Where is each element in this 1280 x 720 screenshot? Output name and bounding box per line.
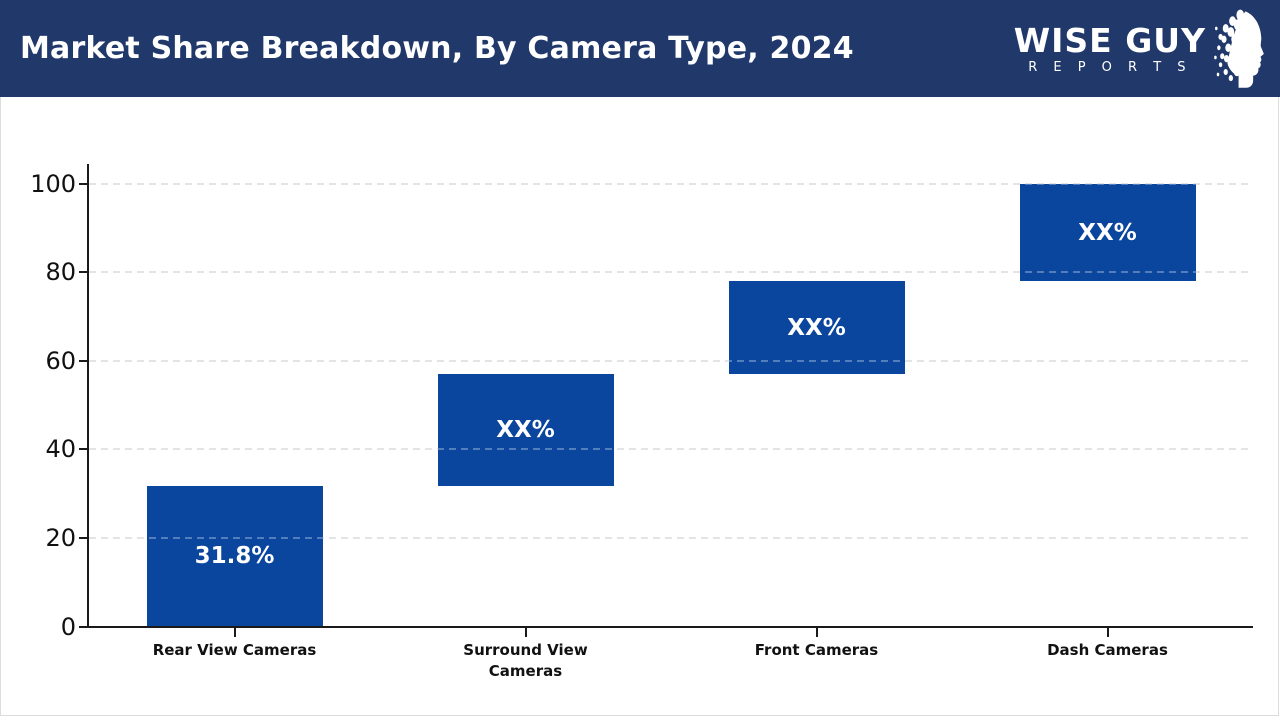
gridline xyxy=(89,448,1253,451)
gridline xyxy=(89,359,1253,362)
y-tick-mark xyxy=(79,625,87,628)
gridline-overlay xyxy=(89,271,1253,274)
x-category-label: Dash Cameras xyxy=(1047,641,1168,659)
y-tick-mark xyxy=(79,448,87,451)
gridline-overlay xyxy=(89,448,1253,451)
x-category-label: Rear View Cameras xyxy=(152,641,317,659)
y-tick-mark xyxy=(79,271,87,274)
y-tick-label: 20 xyxy=(45,523,76,552)
bar-value-label: XX% xyxy=(496,416,555,443)
bar: XX% xyxy=(437,374,614,486)
bar: XX% xyxy=(1019,183,1196,282)
bar-value-label: XX% xyxy=(1078,219,1137,246)
y-tick-label: 60 xyxy=(45,346,76,375)
x-tick-mark xyxy=(1106,628,1109,637)
bar-value-label: XX% xyxy=(787,314,846,341)
x-tick-mark xyxy=(233,628,236,637)
x-tick-mark xyxy=(815,628,818,637)
bar: XX% xyxy=(728,281,905,375)
x-category-label: Surround View Cameras xyxy=(463,641,588,680)
y-tick-label: 0 xyxy=(60,612,76,641)
gridline-overlay xyxy=(89,359,1253,362)
gridline xyxy=(89,271,1253,274)
x-axis-spine xyxy=(87,626,1253,628)
logo-name: WISE GUY xyxy=(1013,20,1206,60)
logo-head-icon xyxy=(1214,9,1264,88)
y-axis-spine xyxy=(87,164,89,628)
gridline xyxy=(89,536,1253,539)
y-tick-mark xyxy=(79,359,87,362)
bar: 31.8% xyxy=(146,485,323,627)
bar-value-label: 31.8% xyxy=(194,543,275,570)
x-category-label: Front Cameras xyxy=(754,641,879,659)
logo-text: WISE GUY R E P O R T S xyxy=(1014,24,1206,74)
wise-guy-logo: WISE GUY R E P O R T S xyxy=(1014,9,1266,89)
y-tick-mark xyxy=(79,182,87,185)
logo-subtitle: R E P O R T S xyxy=(1028,59,1192,75)
header-bar: Market Share Breakdown, By Camera Type, … xyxy=(0,0,1280,97)
gridline xyxy=(89,182,1253,185)
y-tick-label: 40 xyxy=(45,435,76,464)
y-tick-mark xyxy=(79,536,87,539)
y-tick-label: 100 xyxy=(30,169,76,198)
gridline-overlay xyxy=(89,536,1253,539)
page-title: Market Share Breakdown, By Camera Type, … xyxy=(20,31,854,66)
x-tick-mark xyxy=(524,628,527,637)
gridline-overlay xyxy=(89,182,1253,185)
y-tick-label: 80 xyxy=(45,258,76,287)
